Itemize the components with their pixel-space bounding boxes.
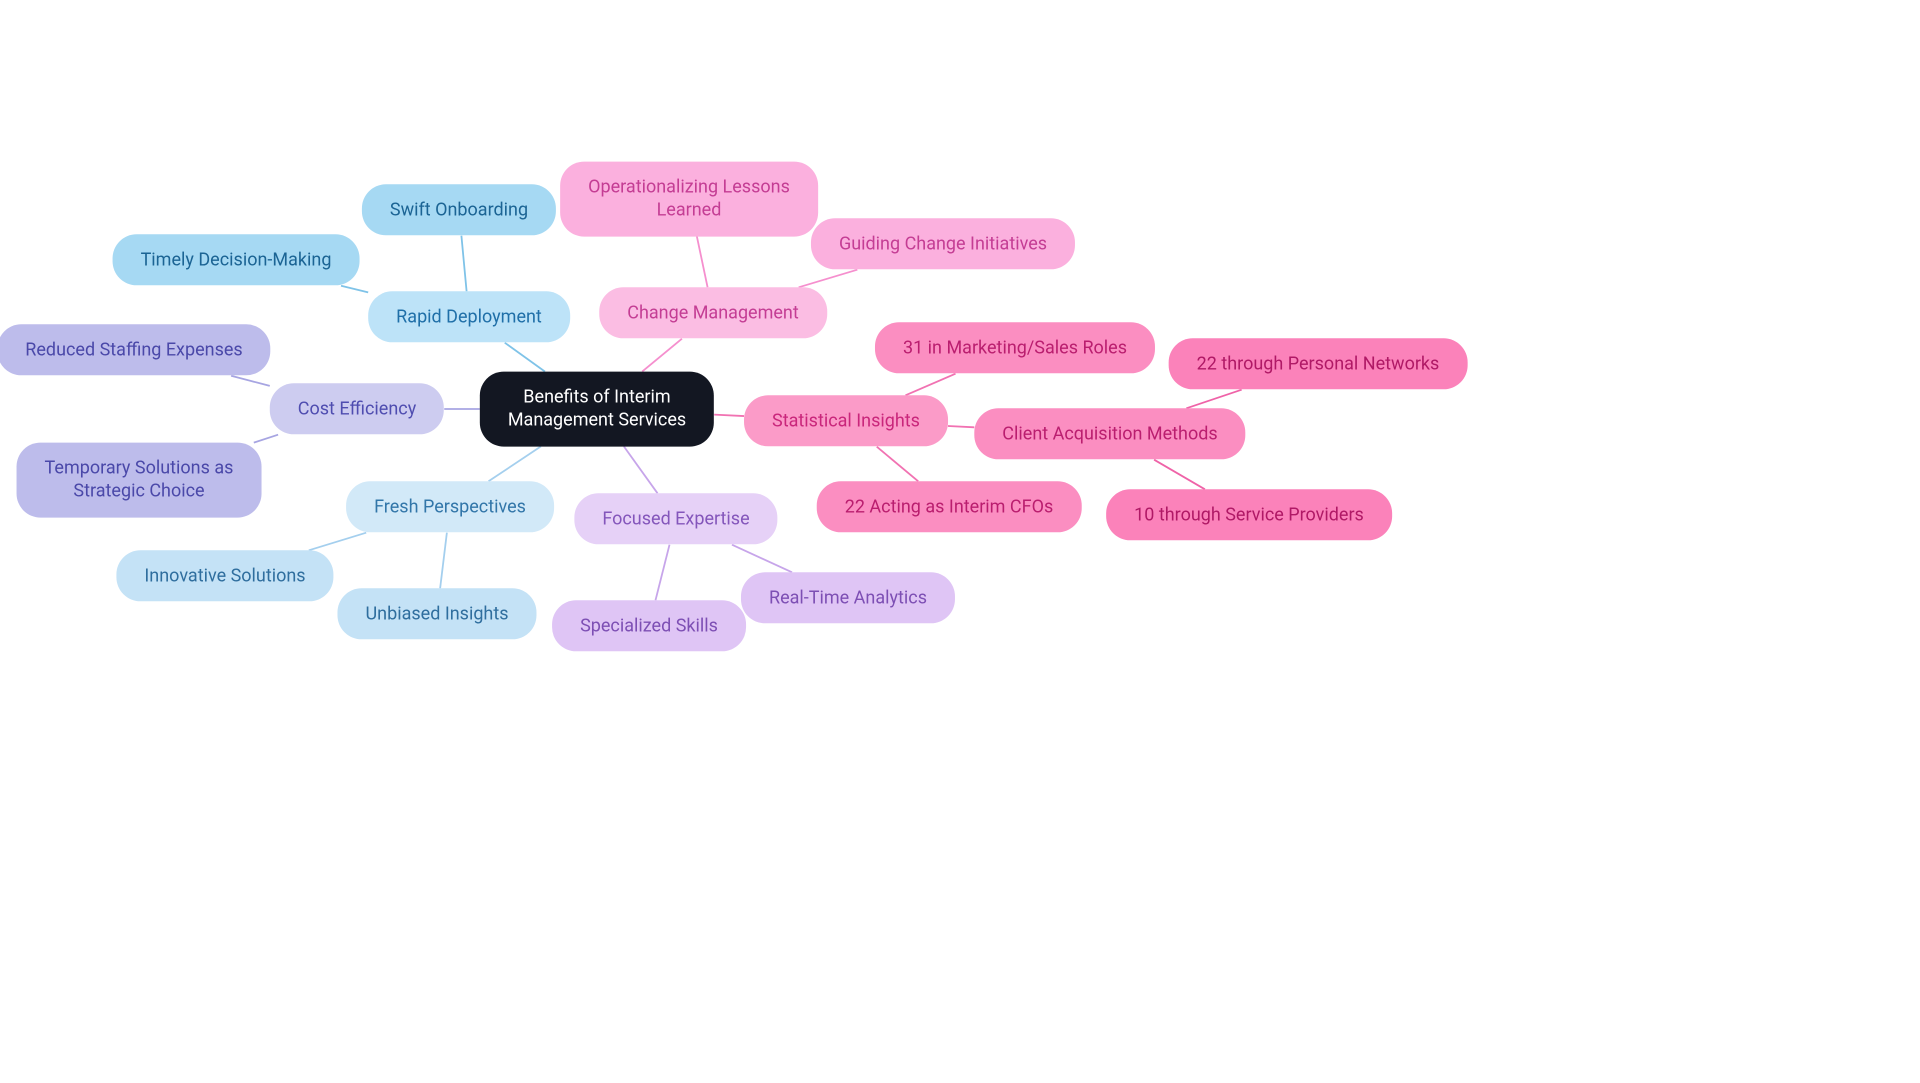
- node-rapid: Rapid Deployment: [368, 291, 570, 342]
- edge-client-c10: [1154, 460, 1205, 490]
- node-c22: 22 through Personal Networks: [1169, 338, 1468, 389]
- node-oper: Operationalizing Lessons Learned: [560, 162, 818, 237]
- edge-client-c22: [1186, 390, 1241, 409]
- edge-root-fresh: [489, 446, 541, 481]
- edge-cost-temp: [254, 435, 278, 443]
- node-realtime: Real-Time Analytics: [741, 572, 955, 623]
- edge-change-oper: [697, 236, 708, 287]
- edge-stats-client: [948, 426, 974, 427]
- node-cost: Cost Efficiency: [270, 383, 444, 434]
- node-innov: Innovative Solutions: [116, 550, 333, 601]
- node-special: Specialized Skills: [552, 600, 746, 651]
- edge-focused-realtime: [732, 545, 792, 573]
- node-root: Benefits of Interim Management Services: [480, 372, 714, 447]
- node-focused: Focused Expertise: [574, 493, 777, 544]
- edge-cost-reduced: [231, 376, 270, 386]
- node-timely: Timely Decision-Making: [113, 234, 360, 285]
- mindmap-canvas: Benefits of Interim Management Services R…: [0, 0, 1920, 1083]
- edge-focused-special: [655, 545, 669, 601]
- node-s31: 31 in Marketing/Sales Roles: [875, 322, 1155, 373]
- node-guiding: Guiding Change Initiatives: [811, 218, 1075, 269]
- edge-root-stats: [714, 415, 744, 416]
- node-s22cfo: 22 Acting as Interim CFOs: [817, 481, 1082, 532]
- edge-root-change: [642, 339, 682, 372]
- node-reduced: Reduced Staffing Expenses: [0, 324, 271, 375]
- edge-stats-s31: [905, 374, 955, 396]
- node-swift: Swift Onboarding: [362, 184, 556, 235]
- edge-rapid-timely: [341, 286, 368, 293]
- edge-root-rapid: [505, 343, 545, 372]
- edge-rapid-swift: [461, 236, 466, 292]
- edge-layer: [0, 0, 1920, 1083]
- node-c10: 10 through Service Providers: [1106, 489, 1392, 540]
- edge-fresh-innov: [309, 533, 366, 551]
- edge-root-focused: [624, 446, 658, 493]
- node-client: Client Acquisition Methods: [974, 408, 1245, 459]
- node-stats: Statistical Insights: [744, 395, 948, 446]
- node-fresh: Fresh Perspectives: [346, 481, 554, 532]
- node-unbiased: Unbiased Insights: [337, 588, 536, 639]
- edge-stats-s22cfo: [877, 447, 918, 482]
- node-temp: Temporary Solutions as Strategic Choice: [17, 443, 262, 518]
- edge-change-guiding: [799, 270, 858, 288]
- node-change: Change Management: [599, 287, 827, 338]
- edge-fresh-unbiased: [440, 533, 447, 589]
